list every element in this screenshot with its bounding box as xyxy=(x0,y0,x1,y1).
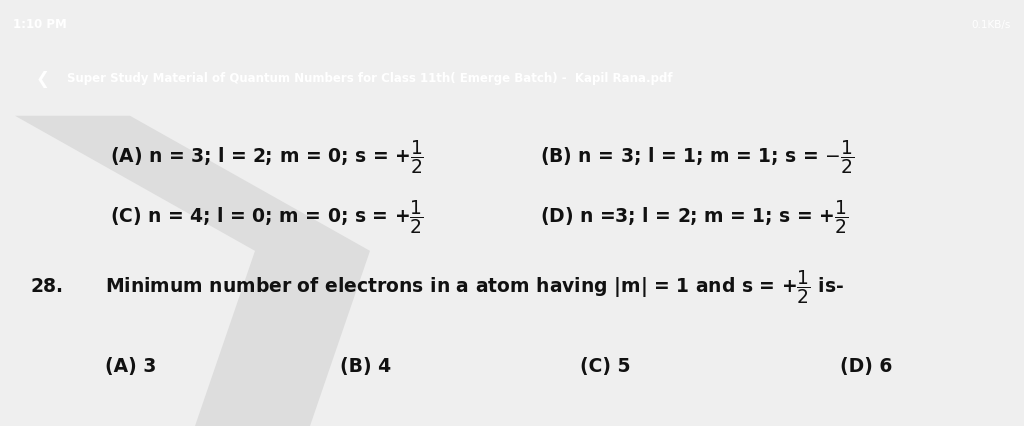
Text: 0.1KB/s: 0.1KB/s xyxy=(972,20,1011,29)
Text: (A) 3: (A) 3 xyxy=(105,357,157,376)
Text: (B) 4: (B) 4 xyxy=(340,357,391,376)
Polygon shape xyxy=(15,116,370,426)
Text: 28.: 28. xyxy=(30,277,63,296)
Text: (A) n = 3; l = 2; m = 0; s = +$\dfrac{1}{2}$: (A) n = 3; l = 2; m = 0; s = +$\dfrac{1}… xyxy=(110,138,424,176)
Text: Super Study Material of Quantum Numbers for Class 11th( Emerge Batch) -  Kapil R: Super Study Material of Quantum Numbers … xyxy=(67,72,672,85)
Text: (D) n =3; l = 2; m = 1; s = +$\dfrac{1}{2}$: (D) n =3; l = 2; m = 1; s = +$\dfrac{1}{… xyxy=(540,197,849,235)
Text: (C) n = 4; l = 0; m = 0; s = +$\dfrac{1}{2}$: (C) n = 4; l = 0; m = 0; s = +$\dfrac{1}… xyxy=(110,197,424,235)
Text: 1:10 PM: 1:10 PM xyxy=(13,18,67,31)
Text: (B) n = 3; l = 1; m = 1; s = $-\dfrac{1}{2}$: (B) n = 3; l = 1; m = 1; s = $-\dfrac{1}… xyxy=(540,138,854,176)
Text: (D) 6: (D) 6 xyxy=(840,357,892,376)
Text: ❮: ❮ xyxy=(36,70,50,88)
Text: Minimum number of electrons in a atom having |m| = 1 and s = +$\dfrac{1}{2}$ is-: Minimum number of electrons in a atom ha… xyxy=(105,268,844,305)
Text: (C) 5: (C) 5 xyxy=(580,357,631,376)
